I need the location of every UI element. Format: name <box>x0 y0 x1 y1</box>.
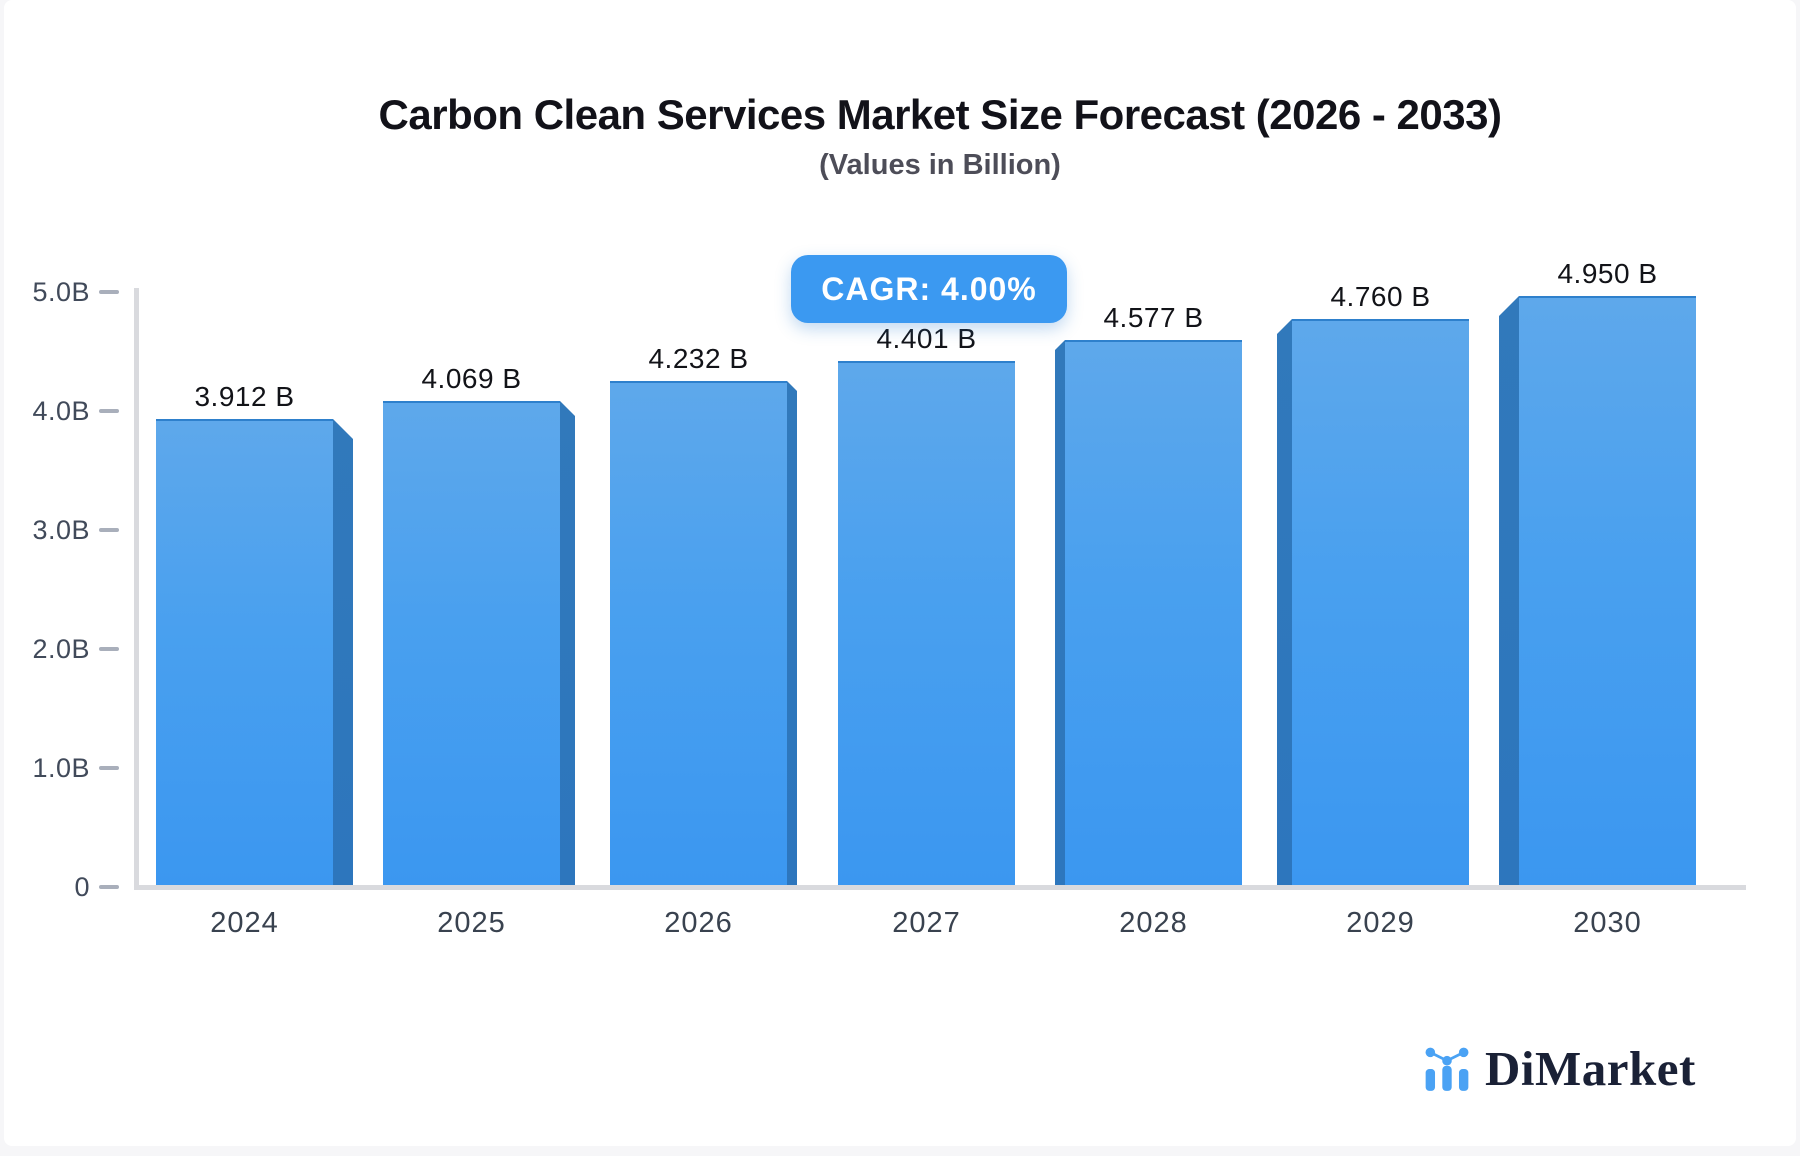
cagr-badge: CAGR: 4.00% <box>791 255 1067 323</box>
plot-area: 5.0B 4.0B 3.0B 2.0B 1.0B 0 3.912 B 2024 <box>4 0 1800 1156</box>
chart-title: Carbon Clean Services Market Size Foreca… <box>378 91 1502 138</box>
y-tick-mark <box>99 409 119 413</box>
y-tick-label: 2.0B <box>32 633 90 664</box>
bar-3d-side <box>1277 319 1292 885</box>
y-tick-mark <box>99 647 119 651</box>
bar-face <box>383 401 560 885</box>
bar-2027: 4.401 B 2027 <box>4 0 1800 1156</box>
y-tick: 0 <box>4 871 119 903</box>
bar-2030: 4.950 B 2030 <box>4 0 1800 1156</box>
y-tick: 3.0B <box>4 514 119 546</box>
y-tick: 4.0B <box>4 395 119 427</box>
bar-2024: 3.912 B 2024 <box>4 0 1800 1156</box>
x-axis-label: 2024 <box>210 907 279 939</box>
bar-face <box>156 419 333 885</box>
bar-3d-side <box>1499 296 1519 885</box>
bar-value-label: 4.577 B <box>1103 302 1204 333</box>
y-tick-mark <box>99 290 119 294</box>
bar-3d-side <box>333 419 353 885</box>
y-tick-mark <box>99 528 119 532</box>
bar-value-label: 4.069 B <box>421 363 522 394</box>
y-tick-label: 1.0B <box>32 752 90 783</box>
bar-value-label: 4.760 B <box>1330 281 1431 312</box>
x-axis-line <box>134 885 1746 890</box>
chart-subtitle: (Values in Billion) <box>819 149 1061 181</box>
bar-value-label: 4.232 B <box>648 343 749 374</box>
bar-face <box>1519 296 1696 885</box>
bar-face <box>610 381 787 885</box>
bar-3d-side <box>787 381 797 885</box>
bar-2026: 4.232 B 2026 <box>4 0 1800 1156</box>
bar-2025: 4.069 B 2025 <box>4 0 1800 1156</box>
bar-value-label: 4.401 B <box>876 323 977 354</box>
y-tick-label: 5.0B <box>32 276 90 307</box>
bar-value-label: 4.950 B <box>1557 258 1658 289</box>
x-axis-label: 2030 <box>1573 907 1642 939</box>
y-tick: 2.0B <box>4 633 119 665</box>
y-tick-label: 4.0B <box>32 395 90 426</box>
chart-canvas: Carbon Clean Services Market Size Foreca… <box>4 0 1796 1146</box>
bar-2028: 4.577 B 2028 <box>4 0 1800 1156</box>
x-axis-label: 2025 <box>437 907 506 939</box>
bar-face <box>838 361 1015 885</box>
cagr-badge-label: CAGR: 4.00% <box>821 270 1037 307</box>
y-tick: 1.0B <box>4 752 119 784</box>
mini-bar-chart-icon <box>1425 1047 1469 1091</box>
x-axis-label: 2026 <box>664 907 733 939</box>
y-tick-label: 3.0B <box>32 514 90 545</box>
y-tick-mark <box>99 766 119 770</box>
x-axis-label: 2028 <box>1119 907 1188 939</box>
bar-3d-side <box>560 401 575 885</box>
y-tick: 5.0B <box>4 276 119 308</box>
logo-text: DiMarket <box>1485 1040 1696 1096</box>
y-tick-mark <box>99 885 119 889</box>
bar-value-label: 3.912 B <box>194 381 295 412</box>
bar-face <box>1292 319 1469 885</box>
dimarket-logo: DiMarket <box>1422 1036 1696 1100</box>
x-axis-label: 2027 <box>892 907 961 939</box>
y-axis-line <box>134 288 139 888</box>
bar-face <box>1065 340 1242 885</box>
y-tick-label: 0 <box>74 871 90 902</box>
bar-3d-side <box>1055 340 1065 885</box>
bar-2029: 4.760 B 2029 <box>4 0 1800 1156</box>
x-axis-label: 2029 <box>1346 907 1415 939</box>
chart-header: Carbon Clean Services Market Size Foreca… <box>134 90 1746 182</box>
